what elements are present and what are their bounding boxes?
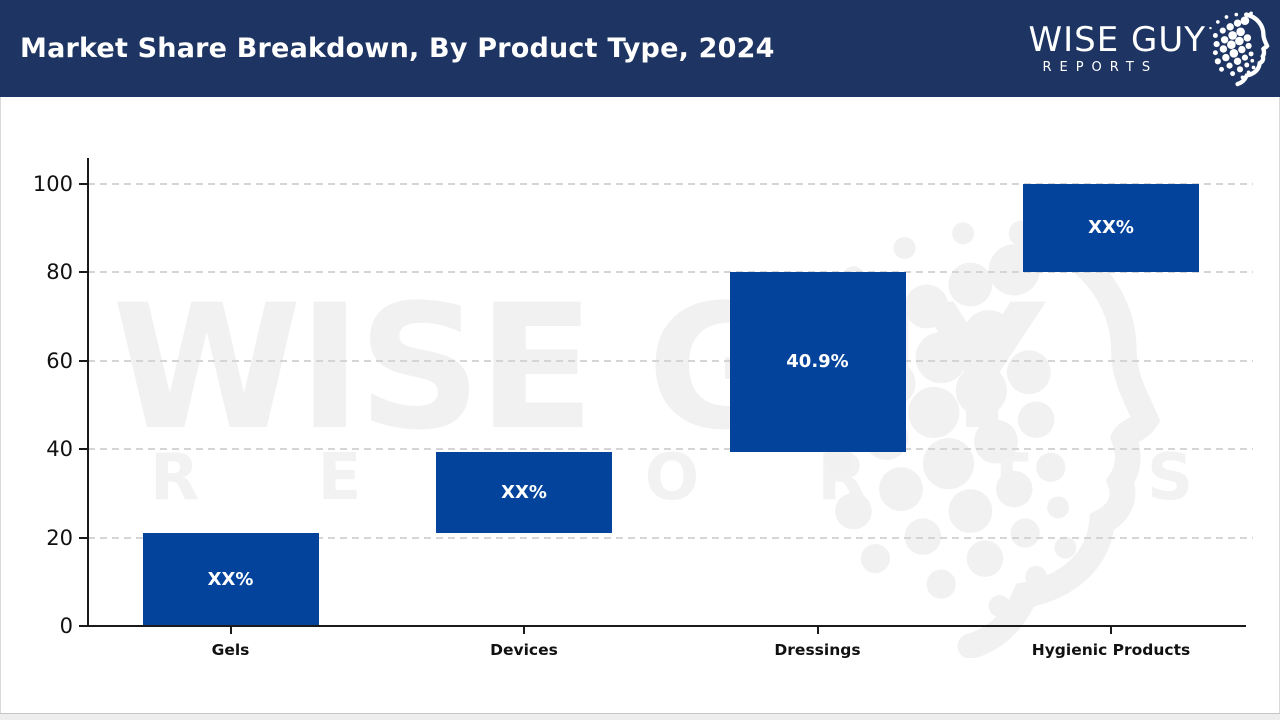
x-tick-label: Devices	[490, 641, 558, 659]
x-tick-label: Gels	[211, 641, 250, 659]
y-tick-label: 20	[46, 525, 73, 550]
y-tick-mark	[79, 625, 87, 627]
gridline	[88, 359, 1253, 362]
x-tick-mark	[229, 627, 232, 634]
y-tick-label: 100	[32, 172, 73, 196]
y-tick-mark	[79, 448, 87, 451]
bar-value-label: XX%	[501, 482, 547, 504]
bar: XX%	[436, 452, 612, 534]
x-tick-mark	[523, 627, 525, 634]
x-tick-mark	[1110, 627, 1112, 634]
y-tick-mark	[79, 183, 87, 185]
x-axis-line	[87, 625, 1246, 627]
y-tick-mark	[79, 536, 87, 539]
gridline	[88, 271, 1253, 274]
y-tick-mark	[79, 271, 87, 274]
y-axis-line	[87, 158, 89, 627]
brand-logo: WISE GUY REPORTS	[1028, 0, 1272, 97]
bar-value-label: 40.9%	[786, 351, 849, 373]
x-tick-label: Dressings	[774, 641, 861, 659]
bar: XX%	[142, 533, 319, 626]
y-tick-label: 60	[46, 348, 73, 373]
page-title: Market Share Breakdown, By Product Type,…	[20, 33, 775, 64]
y-tick-mark	[79, 359, 87, 362]
gridline	[88, 448, 1253, 451]
x-tick-label: Hygienic Products	[1031, 641, 1191, 659]
gridline	[88, 536, 1253, 539]
y-tick-label: 80	[46, 260, 73, 285]
bar-value-label: XX%	[207, 569, 254, 591]
y-tick-label: 0	[59, 614, 73, 638]
bar: 40.9%	[729, 271, 906, 453]
gridline	[88, 183, 1253, 185]
x-tick-mark	[816, 627, 819, 634]
logo-reports-text: REPORTS	[1042, 59, 1159, 75]
logo-wise-guy-text: WISE GUY	[1028, 19, 1206, 60]
bar-value-label: XX%	[1088, 217, 1134, 239]
logo-text: WISE GUY REPORTS	[1028, 22, 1206, 76]
header-bar: Market Share Breakdown, By Product Type,…	[0, 0, 1280, 97]
bottom-strip	[0, 713, 1280, 720]
y-tick-label: 40	[46, 437, 73, 462]
bar: XX%	[1023, 184, 1199, 272]
